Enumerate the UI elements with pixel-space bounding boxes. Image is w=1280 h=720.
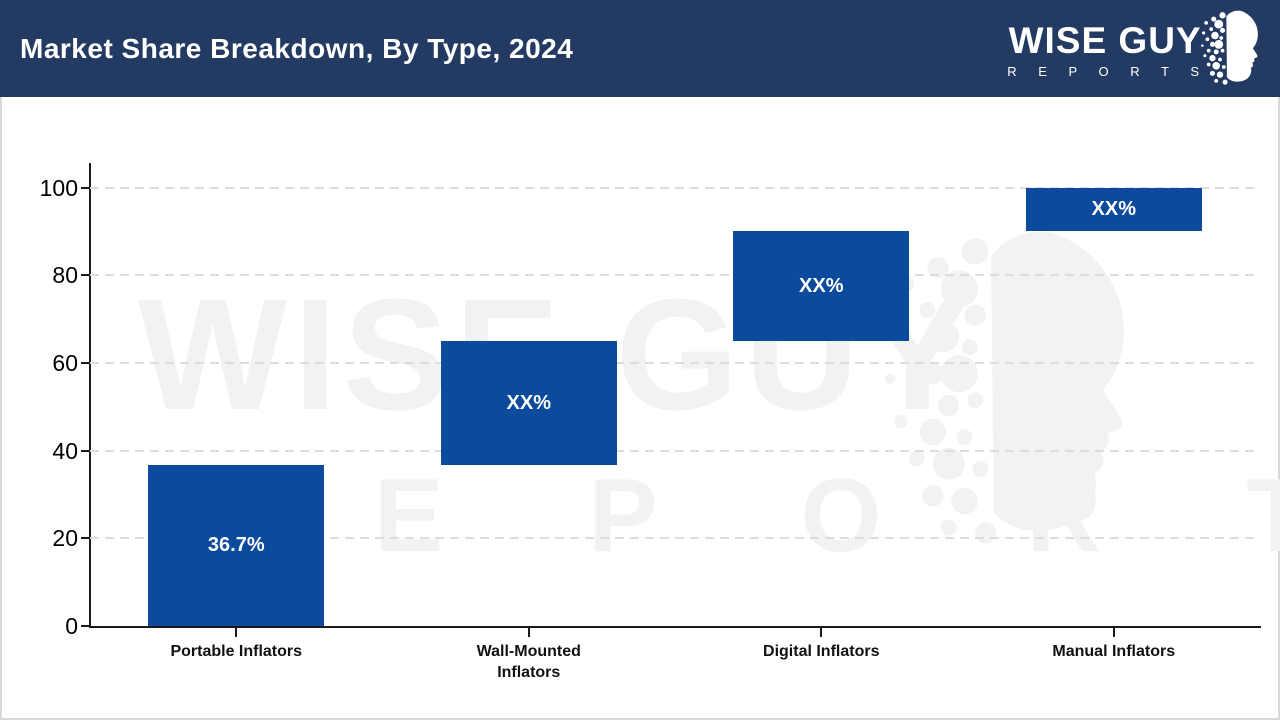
gridline-60 [90,361,1260,364]
x-category-label-text: Wall-Mounted Inflators [476,643,581,681]
bar-value-label: XX% [1091,197,1136,220]
header-bar: Market Share Breakdown, By Type, 2024 WI… [0,0,1280,97]
bar-manual-inflators: XX% [1025,187,1202,232]
y-tick-40 [81,449,90,452]
x-tick-3 [1112,628,1115,637]
y-tick-label: 20 [52,525,78,552]
x-tick-1 [527,628,530,637]
x-category-label: Manual Inflators [1014,641,1214,662]
gridline-20 [90,537,1260,540]
gridline-40 [90,449,1260,452]
y-tick-100 [81,186,90,189]
y-tick-label: 40 [52,437,78,464]
x-category-label: Portable Inflators [136,641,336,662]
bar-wall-mounted-inflators: XX% [440,340,617,466]
x-category-label: Wall-Mounted Inflators [429,641,629,683]
x-tick-0 [235,628,238,637]
brand-logo-text: WISE GUY R E P O R T S [1002,22,1208,79]
bar-digital-inflators: XX% [733,231,910,341]
y-axis-line [89,163,91,628]
bar-value-label: 36.7% [207,534,265,557]
bar-portable-inflators: 36.7% [148,465,325,626]
brand-logo: WISE GUY R E P O R T S [1002,8,1270,92]
x-axis-line [89,626,1261,628]
x-category-label-text: Portable Inflators [170,643,303,660]
gridline-100 [90,186,1260,189]
y-tick-label: 60 [52,349,78,376]
waterfall-chart: 0 20 40 60 80 100 36.7% Portable Inflators XX% Wa… [2,97,1278,718]
y-tick-label: 0 [65,613,78,639]
brand-subtitle: R E P O R T S [1007,63,1208,79]
y-tick-0 [81,625,90,627]
x-category-label: Digital Inflators [721,641,921,662]
y-tick-80 [81,274,90,277]
y-tick-20 [81,537,90,540]
gridline-80 [90,274,1260,277]
brand-name: WISE GUY [1008,19,1202,61]
x-category-label-text: Digital Inflators [763,643,880,660]
y-tick-label: 80 [52,262,78,289]
x-category-label-text: Manual Inflators [1052,643,1176,660]
bar-value-label: XX% [506,391,551,414]
page-title: Market Share Breakdown, By Type, 2024 [20,32,574,64]
brand-face-icon [1201,10,1258,85]
x-tick-2 [820,628,823,637]
y-tick-60 [81,361,90,364]
chart-panel: WISE GUY R E P O R T S 02040608010036.7%… [0,97,1280,720]
bar-value-label: XX% [799,274,844,297]
y-tick-label: 100 [39,174,78,201]
